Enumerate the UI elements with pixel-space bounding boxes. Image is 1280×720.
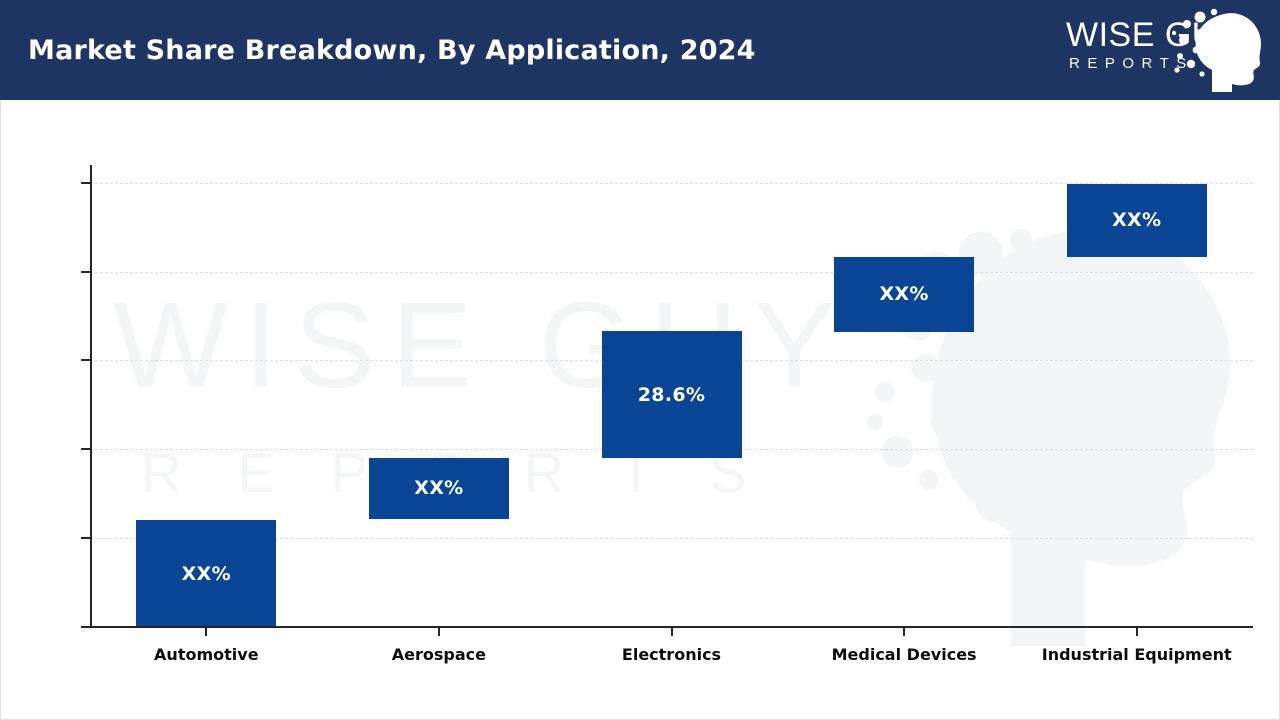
x-tick-mark: [670, 627, 673, 636]
x-tick-label: Industrial Equipment: [1041, 645, 1232, 664]
bar-value-label: XX%: [1112, 209, 1162, 232]
y-tick-mark: [81, 181, 90, 184]
y-axis-line: [90, 165, 92, 628]
y-tick-mark: [81, 359, 90, 362]
x-tick-label: Electronics: [621, 645, 722, 664]
bar-value-label: 28.6%: [637, 383, 706, 406]
chart-canvas: WISE GUY REPORTS: [0, 100, 1280, 720]
x-tick-mark: [1135, 627, 1138, 636]
y-tick-mark: [81, 626, 90, 628]
x-tick-mark: [903, 627, 906, 636]
gridline: [90, 182, 1253, 184]
x-tick-label: Aerospace: [391, 645, 486, 664]
wise-guy-head-icon: [1172, 8, 1261, 92]
y-tick-mark: [81, 537, 90, 540]
x-tick-mark: [205, 627, 208, 636]
x-tick-label: Automotive: [154, 645, 259, 664]
y-tick-mark: [81, 448, 90, 451]
logo-subword: REPORTS: [1069, 55, 1194, 72]
bar-value-label: XX%: [879, 283, 929, 306]
page-title: Market Share Breakdown, By Application, …: [28, 34, 756, 66]
bar-automotive[interactable]: XX%: [136, 520, 277, 627]
bar-industrial-equipment[interactable]: XX%: [1066, 184, 1207, 257]
gridline: [90, 538, 1253, 540]
plot-region: XX%XX%28.6%XX%XX% 020406080100 Automotiv…: [81, 165, 1253, 664]
x-tick-mark: [437, 627, 440, 636]
page-header: Market Share Breakdown, By Application, …: [0, 0, 1280, 100]
bar-value-label: XX%: [414, 477, 464, 500]
wise-guy-reports-logo: WISE GUY REPORTS: [1022, 4, 1272, 96]
bar-aerospace[interactable]: XX%: [368, 458, 509, 519]
gridline: [90, 271, 1253, 273]
bar-electronics[interactable]: 28.6%: [601, 331, 742, 459]
bar-value-label: XX%: [181, 562, 231, 585]
y-tick-mark: [81, 270, 90, 273]
bar-medical-devices[interactable]: XX%: [834, 256, 975, 333]
x-tick-label: Medical Devices: [831, 645, 977, 664]
